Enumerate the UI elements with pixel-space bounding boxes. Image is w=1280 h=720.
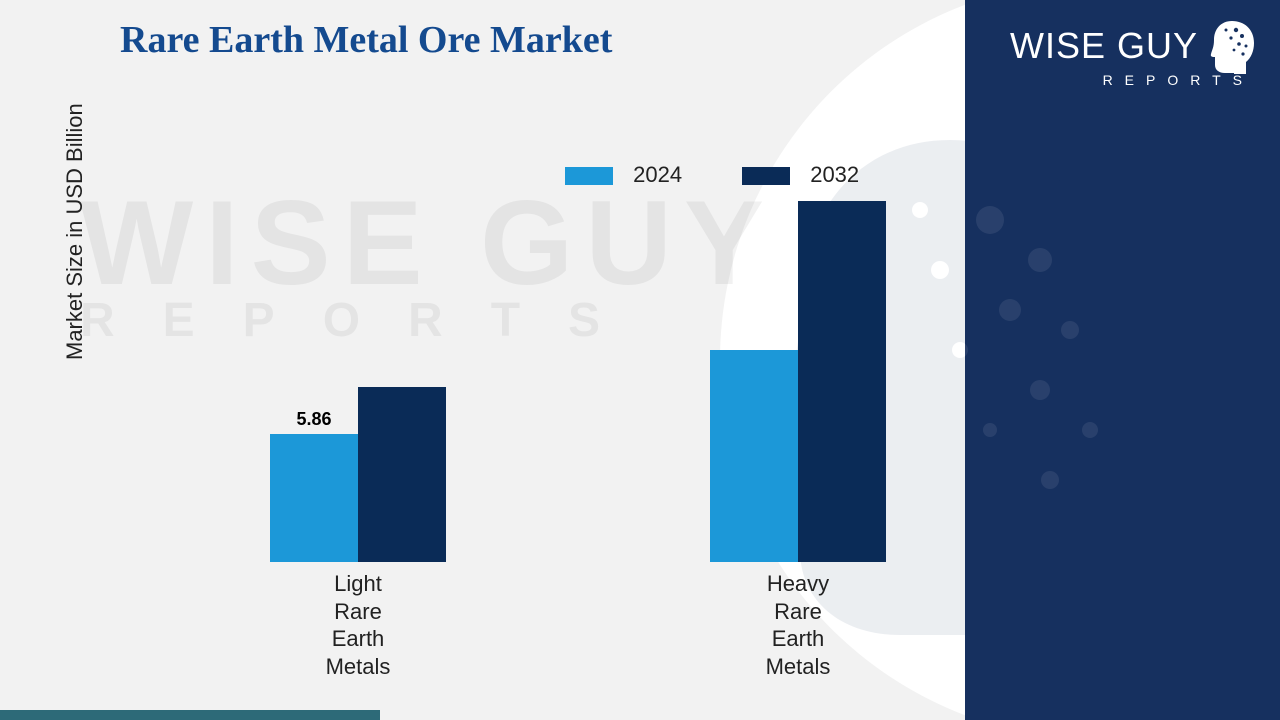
legend-label-2032: 2032 bbox=[810, 162, 859, 187]
brand-name-line1: WISE GUY bbox=[1010, 25, 1198, 67]
legend-label-2024: 2024 bbox=[633, 162, 682, 187]
chart-legend: 2024 2032 bbox=[565, 162, 859, 188]
bar-light-2032 bbox=[358, 387, 446, 562]
brand-logo: WISE GUY REPORTS bbox=[980, 18, 1260, 88]
legend-swatch-2032 bbox=[742, 167, 790, 185]
legend-item-2024: 2024 bbox=[565, 162, 682, 188]
legend-swatch-2024 bbox=[565, 167, 613, 185]
bar-heavy-2032 bbox=[798, 201, 886, 562]
bar-heavy-2024 bbox=[710, 350, 798, 562]
bar-group-heavy: Heavy Rare Earth Metals bbox=[710, 201, 886, 562]
chart-title: Rare Earth Metal Ore Market bbox=[120, 18, 612, 62]
brand-name-line2: REPORTS bbox=[980, 72, 1254, 88]
bar-light-2024: 5.86 bbox=[270, 434, 358, 562]
bar-group-light: 5.86 Light Rare Earth Metals bbox=[270, 387, 446, 562]
legend-item-2032: 2032 bbox=[742, 162, 859, 188]
y-axis-label: Market Size in USD Billion bbox=[62, 103, 88, 360]
footer-accent-bar bbox=[0, 710, 380, 720]
category-label-heavy: Heavy Rare Earth Metals bbox=[723, 570, 873, 680]
brand-head-icon bbox=[1204, 18, 1260, 74]
category-label-light: Light Rare Earth Metals bbox=[283, 570, 433, 680]
sidebar-panel bbox=[965, 0, 1280, 720]
bar-value-label: 5.86 bbox=[296, 409, 331, 430]
chart-plot-area: 5.86 Light Rare Earth Metals Heavy Rare … bbox=[110, 190, 950, 562]
